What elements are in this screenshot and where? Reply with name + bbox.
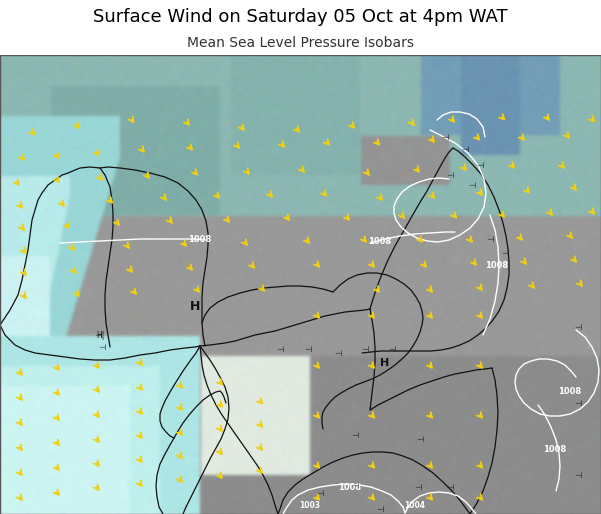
Text: ⊣: ⊣ — [447, 483, 454, 491]
Text: 1008: 1008 — [338, 483, 362, 491]
Text: ⊣: ⊣ — [376, 505, 383, 514]
Text: 1003: 1003 — [299, 501, 320, 509]
Text: ⊣: ⊣ — [501, 248, 508, 258]
Text: 1008: 1008 — [486, 261, 508, 269]
Text: 1008: 1008 — [368, 236, 392, 246]
Text: 1008: 1008 — [543, 446, 567, 454]
Text: ⊣: ⊣ — [416, 435, 424, 445]
Text: ⊣: ⊣ — [441, 133, 448, 141]
Text: ⊣: ⊣ — [334, 348, 341, 358]
Text: ⊣: ⊣ — [352, 431, 359, 439]
Text: ⊣: ⊣ — [477, 160, 484, 170]
Text: ⊣: ⊣ — [316, 488, 323, 498]
Text: ⊣: ⊣ — [276, 345, 284, 355]
Text: 1004: 1004 — [404, 501, 426, 509]
Text: ⊣: ⊣ — [575, 322, 582, 332]
Text: ⊣: ⊣ — [447, 171, 454, 179]
Text: ⊣: ⊣ — [94, 331, 102, 340]
Text: ⊣: ⊣ — [361, 345, 368, 355]
Text: ⊣: ⊣ — [99, 343, 106, 353]
Text: ⊣: ⊣ — [304, 345, 312, 355]
Text: ⊣: ⊣ — [486, 235, 493, 245]
Text: 1008: 1008 — [189, 234, 212, 244]
Text: 1008: 1008 — [558, 387, 582, 395]
Text: ⊣: ⊣ — [388, 345, 395, 355]
Text: H: H — [190, 301, 200, 314]
Text: H: H — [380, 358, 389, 368]
Text: ⊣: ⊣ — [352, 481, 359, 489]
Text: Surface Wind on Saturday 05 Oct at 4pm WAT: Surface Wind on Saturday 05 Oct at 4pm W… — [93, 8, 508, 26]
Text: ⊣: ⊣ — [462, 145, 469, 155]
Text: ⊣: ⊣ — [575, 398, 582, 408]
Text: ⊣: ⊣ — [575, 470, 582, 480]
Text: ⊣: ⊣ — [414, 483, 422, 491]
Text: Mean Sea Level Pressure Isobars: Mean Sea Level Pressure Isobars — [187, 36, 414, 50]
Text: H|: H| — [96, 331, 104, 340]
Text: ⊣: ⊣ — [468, 180, 475, 190]
